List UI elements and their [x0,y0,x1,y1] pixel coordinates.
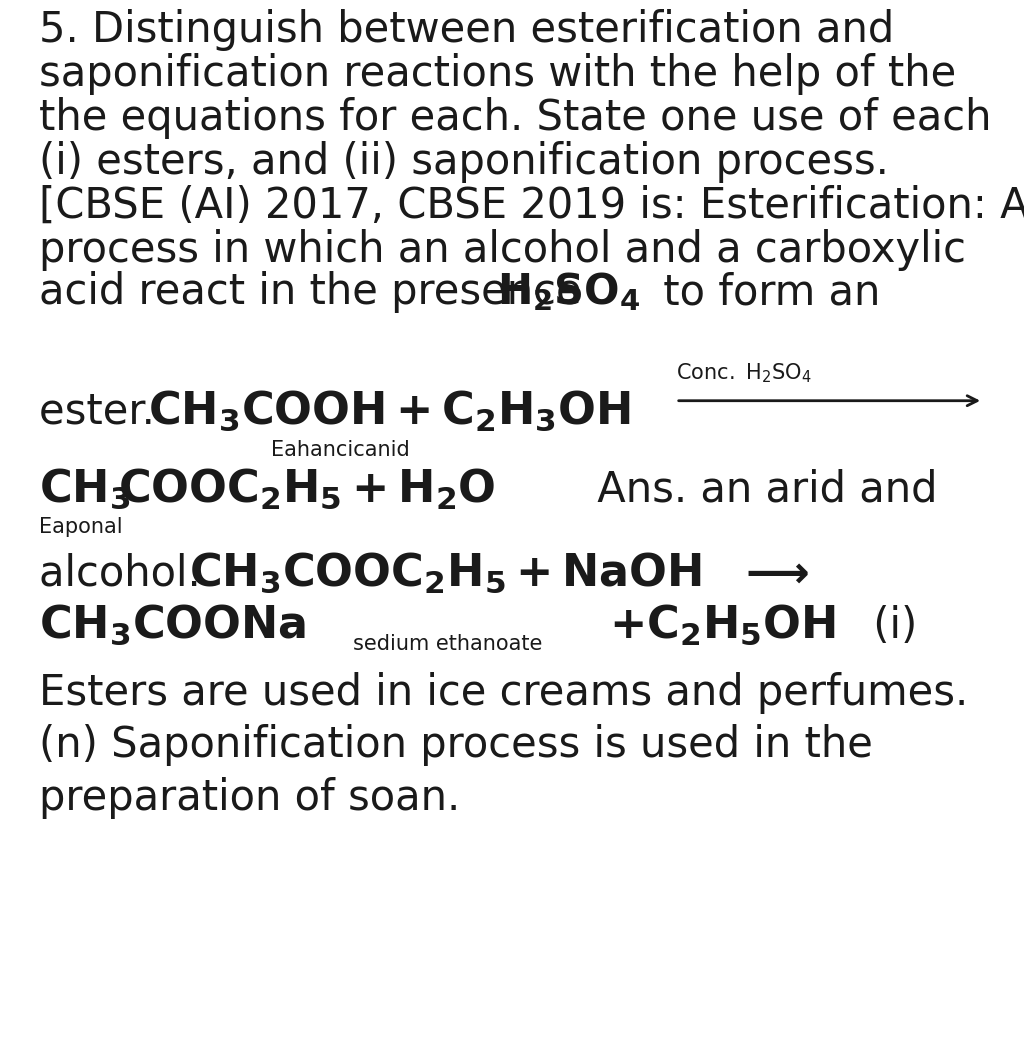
Text: (i) esters, and (ii) saponification process.: (i) esters, and (ii) saponification proc… [39,142,889,184]
Text: $\mathbf{COOC_2H_5 + H_2O}$: $\mathbf{COOC_2H_5 + H_2O}$ [118,466,496,511]
Text: to form an: to form an [650,272,881,314]
Text: $\mathbf{+ C_2H_5OH}$: $\mathbf{+ C_2H_5OH}$ [609,602,837,647]
Text: saponification reactions with the help of the: saponification reactions with the help o… [39,53,956,95]
Text: 5. Distinguish between esterification and: 5. Distinguish between esterification an… [39,9,894,51]
Text: [CBSE (AI) 2017, CBSE 2019 is: Esterification: A: [CBSE (AI) 2017, CBSE 2019 is: Esterific… [39,186,1024,228]
Text: alcohol.: alcohol. [39,553,214,595]
Text: $\boldsymbol{\longrightarrow}$: $\boldsymbol{\longrightarrow}$ [737,552,810,595]
Text: (i): (i) [860,605,918,647]
Text: acid react in the presence: acid react in the presence [39,272,595,314]
Text: Eaponal: Eaponal [39,517,123,537]
Text: the equations for each. State one use of each: the equations for each. State one use of… [39,98,991,140]
Text: Esters are used in ice creams and perfumes.: Esters are used in ice creams and perfum… [39,672,968,714]
Text: (n) Saponification process is used in the: (n) Saponification process is used in th… [39,725,872,767]
Text: $\mathbf{CH_3}$: $\mathbf{CH_3}$ [39,466,130,511]
Text: Ans. an arid and: Ans. an arid and [584,469,937,511]
Text: $\mathbf{CH_3COOH + C_2H_3OH}$: $\mathbf{CH_3COOH + C_2H_3OH}$ [148,388,632,433]
Text: $\mathbf{CH_3COONa}$: $\mathbf{CH_3COONa}$ [39,602,306,647]
Text: sedium ethanoate: sedium ethanoate [353,635,543,655]
Text: preparation of soan.: preparation of soan. [39,777,460,819]
Text: ester.: ester. [39,391,168,433]
Text: $\mathbf{CH_3COOC_2H_5 + NaOH}$: $\mathbf{CH_3COOC_2H_5 + NaOH}$ [189,550,702,595]
Text: $\mathbf{H_2SO_4}$: $\mathbf{H_2SO_4}$ [497,271,640,314]
Text: Eahancicanid: Eahancicanid [271,441,410,461]
Text: process in which an alcohol and a carboxylic: process in which an alcohol and a carbox… [39,230,966,272]
Text: $\mathrm{Conc.\ H_2SO_4}$: $\mathrm{Conc.\ H_2SO_4}$ [676,362,811,385]
